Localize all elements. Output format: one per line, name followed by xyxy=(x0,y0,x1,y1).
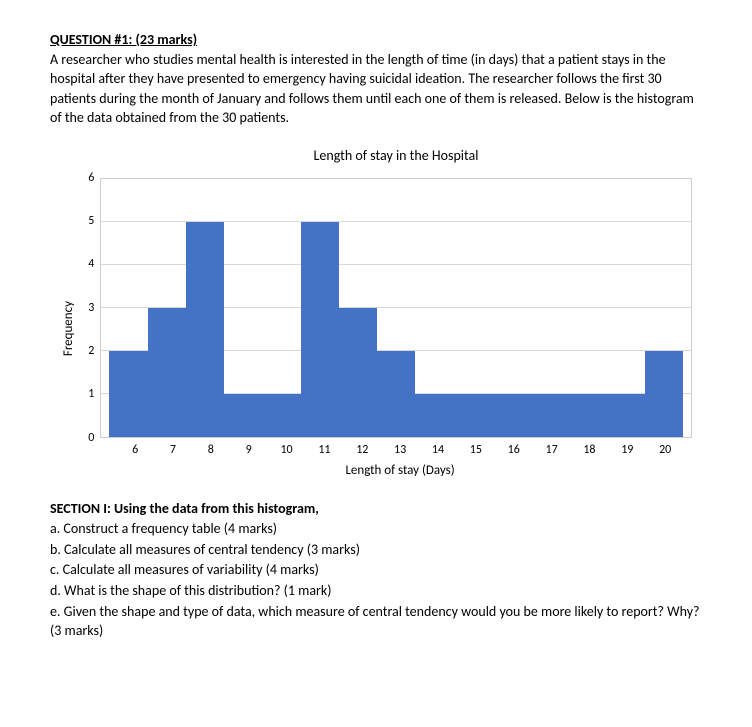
y-axis-ticks: 0 1 2 3 4 5 6 xyxy=(88,178,100,438)
question-intro: QUESTION #1: (23 marks) A researcher who… xyxy=(50,30,702,128)
xtick: 17 xyxy=(533,442,571,459)
chart-title: Length of stay in the Hospital xyxy=(50,146,702,166)
xtick: 20 xyxy=(646,442,684,459)
xtick: 11 xyxy=(305,442,343,459)
section-title: SECTION I: Using the data from this hist… xyxy=(50,499,702,519)
histogram-bar xyxy=(607,394,645,437)
xtick: 18 xyxy=(571,442,609,459)
x-axis-label: Length of stay (Days) xyxy=(88,462,692,480)
plot-area xyxy=(100,178,692,438)
xtick: 12 xyxy=(343,442,381,459)
histogram-chart: Frequency 0 1 2 3 4 5 6 xyxy=(60,178,692,481)
xtick: 6 xyxy=(116,442,154,459)
histogram-bar xyxy=(530,394,568,437)
histogram-bar xyxy=(224,394,262,437)
xtick: 13 xyxy=(381,442,419,459)
question-item-c: c. Calculate all measures of variability… xyxy=(50,560,702,580)
xtick: 14 xyxy=(419,442,457,459)
histogram-bar xyxy=(148,308,186,437)
histogram-bar xyxy=(377,351,415,437)
y-axis-label: Frequency xyxy=(60,301,78,356)
question-item-d: d. What is the shape of this distributio… xyxy=(50,581,702,601)
xtick: 19 xyxy=(608,442,646,459)
histogram-bar xyxy=(454,394,492,437)
section-questions: SECTION I: Using the data from this hist… xyxy=(50,499,702,641)
histogram-bar xyxy=(186,222,224,437)
xtick: 9 xyxy=(230,442,268,459)
histogram-bar xyxy=(415,394,453,437)
question-title: QUESTION #1: (23 marks) xyxy=(50,31,197,48)
question-item-b: b. Calculate all measures of central ten… xyxy=(50,540,702,560)
xtick: 16 xyxy=(495,442,533,459)
question-item-a: a. Construct a frequency table (4 marks) xyxy=(50,519,702,539)
bars-container xyxy=(109,179,683,437)
histogram-bar xyxy=(109,351,147,437)
histogram-bar xyxy=(568,394,606,437)
xtick: 8 xyxy=(192,442,230,459)
histogram-bar xyxy=(262,394,300,437)
xtick: 7 xyxy=(154,442,192,459)
question-text: A researcher who studies mental health i… xyxy=(50,51,694,127)
histogram-bar xyxy=(645,351,683,437)
histogram-bar xyxy=(492,394,530,437)
histogram-bar xyxy=(339,308,377,437)
question-item-e: e. Given the shape and type of data, whi… xyxy=(50,602,702,641)
xtick: 15 xyxy=(457,442,495,459)
xtick: 10 xyxy=(268,442,306,459)
x-axis-ticks: 6 7 8 9 10 11 12 13 14 15 16 17 18 19 20 xyxy=(108,438,692,459)
histogram-bar xyxy=(301,222,339,437)
